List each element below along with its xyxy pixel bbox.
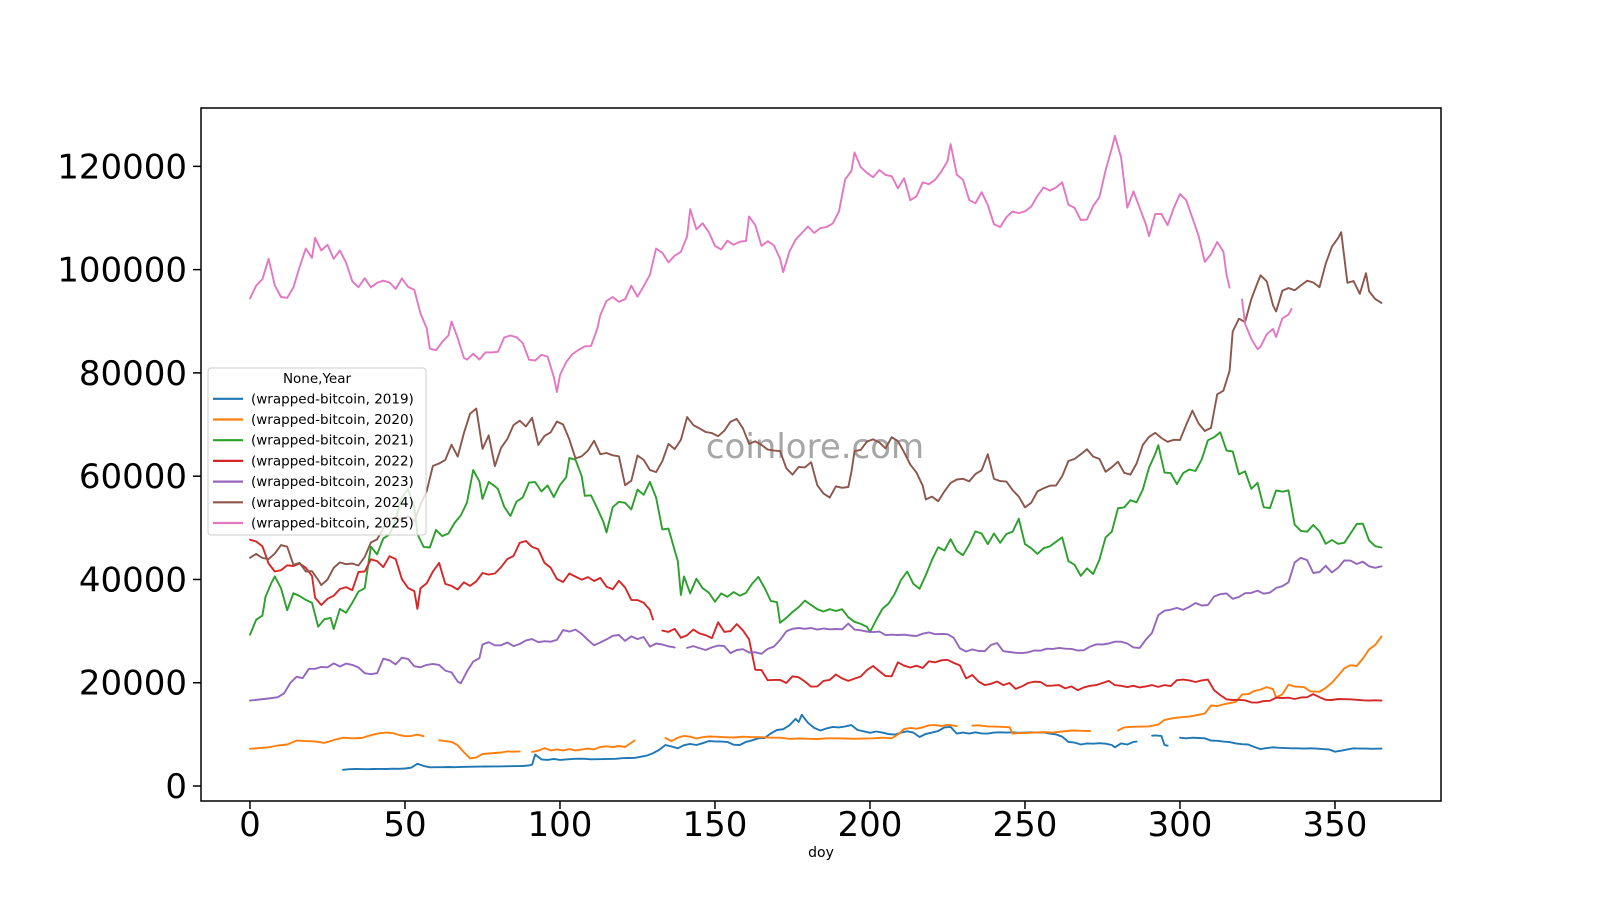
x-tick-label-150: 150 [683,805,748,845]
legend-title: None,Year [283,371,352,387]
y-tick-label-20000: 20000 [79,664,187,704]
series-line-2021 [249,431,1383,636]
series-line-2022 [249,538,1383,704]
legend-label-2025: (wrapped-bitcoin, 2025) [251,516,414,532]
series-line-2024 [249,231,1383,587]
x-tick-label-250: 250 [993,805,1058,845]
legend-label-2024: (wrapped-bitcoin, 2024) [251,495,414,511]
y-tick-label-120000: 120000 [57,147,187,187]
y-tick-label-0: 0 [165,767,187,807]
series-line-2020 [249,635,1383,760]
series-line-2019 [342,713,1383,771]
y-tick-label-40000: 40000 [79,560,187,600]
x-tick-label-50: 50 [383,805,426,845]
legend-label-2022: (wrapped-bitcoin, 2022) [251,453,414,469]
y-tick-label-80000: 80000 [79,354,187,394]
legend-box [207,367,427,536]
legend-label-2021: (wrapped-bitcoin, 2021) [251,433,414,449]
legend-label-2019: (wrapped-bitcoin, 2019) [251,391,414,407]
series-layer [249,134,1383,771]
x-tick-label-100: 100 [528,805,593,845]
y-tick-label-60000: 60000 [79,457,187,497]
x-axis-label: doy [808,845,834,861]
x-tick-label-0: 0 [239,805,261,845]
legend-label-2023: (wrapped-bitcoin, 2023) [251,474,414,490]
y-tick-label-100000: 100000 [57,251,187,291]
x-tick-label-300: 300 [1148,805,1213,845]
axes-layer: 0 50 100 150 200 250 300 350 0 20000 40000 60000 800… [57,107,1442,861]
legend-label-2020: (wrapped-bitcoin, 2020) [251,412,414,428]
x-tick-label-350: 350 [1303,805,1368,845]
legend-layer: None,Year (wrapped-bitcoin, 2019) (wrapped… [207,367,427,536]
series-line-2023 [249,556,1383,702]
plot-border [200,107,1442,802]
series-line-2025 [249,134,1293,393]
watermark-text: coinlore.com [706,427,924,467]
watermark-layer: coinlore.com [706,427,924,467]
x-tick-label-200: 200 [838,805,903,845]
